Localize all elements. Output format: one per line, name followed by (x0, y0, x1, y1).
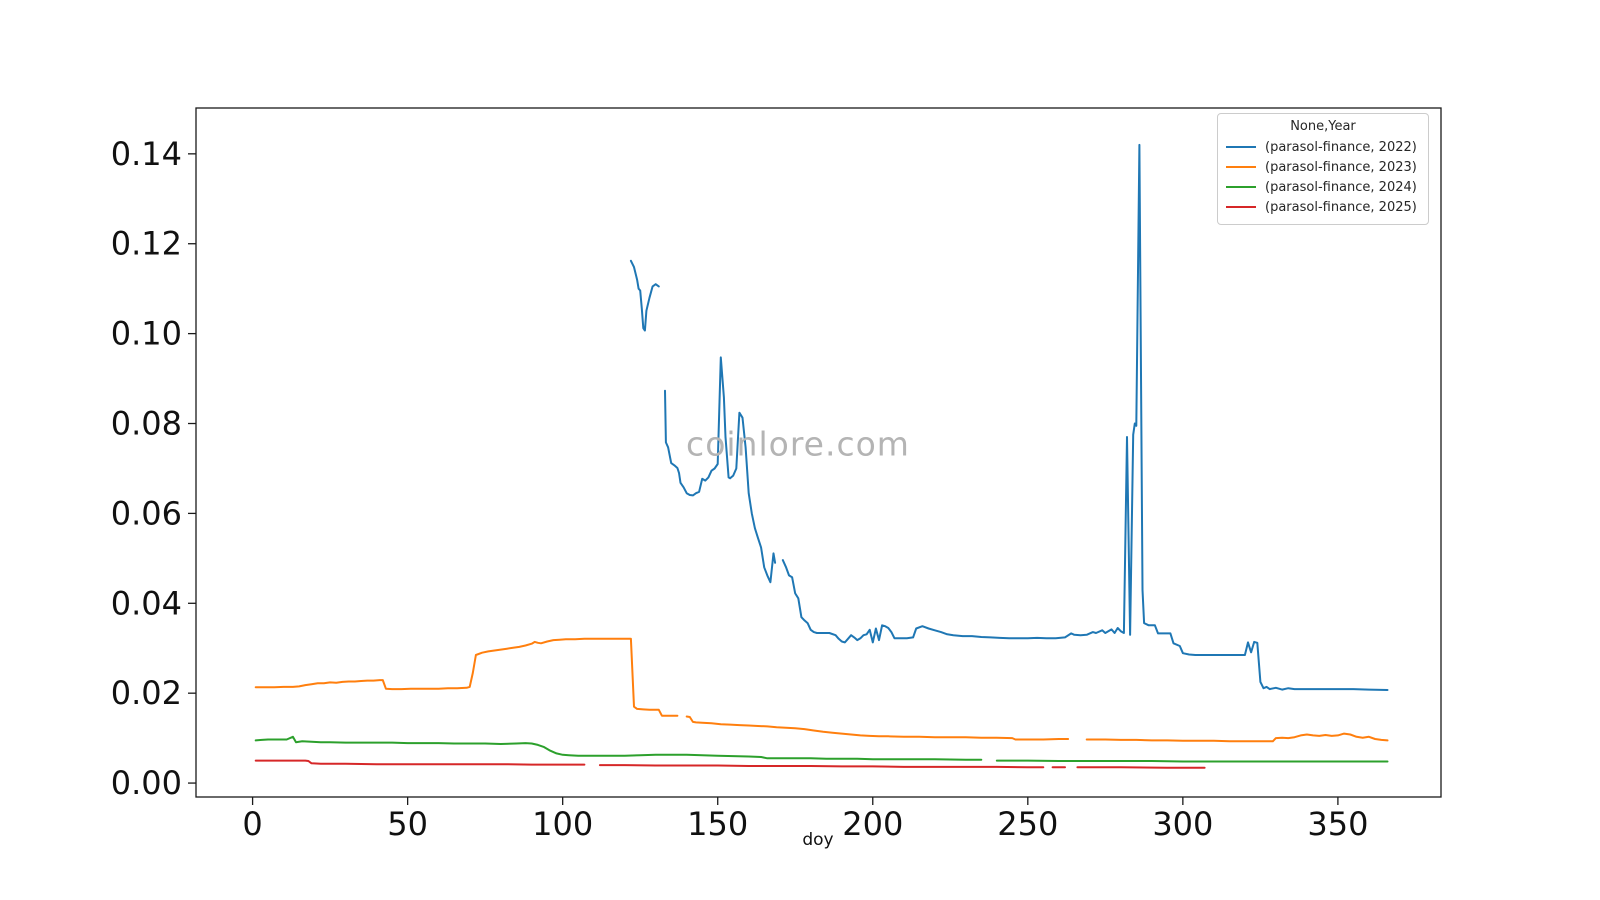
legend-item-label: (parasol-finance, 2022) (1265, 139, 1417, 155)
y-tick-label: 0.02 (111, 674, 182, 712)
legend-item: (parasol-finance, 2022) (1226, 137, 1420, 157)
y-tick-label: 0.06 (111, 494, 182, 532)
legend-item: (parasol-finance, 2024) (1226, 177, 1420, 197)
x-tick-label: 150 (687, 805, 748, 843)
watermark: coinlore.com (686, 424, 910, 464)
legend-line-swatch (1226, 206, 1256, 208)
y-tick-label: 0.08 (111, 405, 182, 443)
series-line-2025 (254, 759, 1206, 769)
legend-line-swatch (1226, 186, 1256, 188)
y-tick-label: 0.12 (111, 225, 182, 263)
series-line-2023 (254, 637, 1389, 743)
plot-border (195, 107, 1442, 798)
y-tick-label: 0.04 (111, 584, 182, 622)
legend-item: (parasol-finance, 2023) (1226, 157, 1420, 177)
legend-rows: (parasol-finance, 2022) (parasol-finance,… (1226, 137, 1420, 217)
legend-title: None,Year (1290, 119, 1356, 134)
legend-item-label: (parasol-finance, 2023) (1265, 159, 1417, 175)
x-tick-label: 50 (387, 805, 428, 843)
series-line-2022 (629, 143, 1389, 691)
legend-item-label: (parasol-finance, 2024) (1265, 179, 1417, 195)
x-axis-label: doy (802, 830, 834, 850)
series-line-2024 (254, 735, 1389, 763)
x-tick-label: 350 (1307, 805, 1368, 843)
x-tick-label: 200 (842, 805, 903, 843)
legend-line-swatch (1226, 146, 1256, 148)
y-tick-label: 0.10 (111, 315, 182, 353)
x-tick-label: 100 (532, 805, 593, 843)
x-tick-label: 300 (1152, 805, 1213, 843)
y-tick-label: 0.00 (111, 764, 182, 802)
legend-item: (parasol-finance, 2025) (1226, 197, 1420, 217)
x-tick-label: 0 (242, 805, 262, 843)
legend-item-label: (parasol-finance, 2025) (1265, 199, 1417, 215)
legend-line-swatch (1226, 166, 1256, 168)
x-tick-label: 250 (997, 805, 1058, 843)
legend: None,Year (parasol-finance, 2022) (paraso… (1217, 113, 1429, 225)
y-tick-label: 0.14 (111, 135, 182, 173)
